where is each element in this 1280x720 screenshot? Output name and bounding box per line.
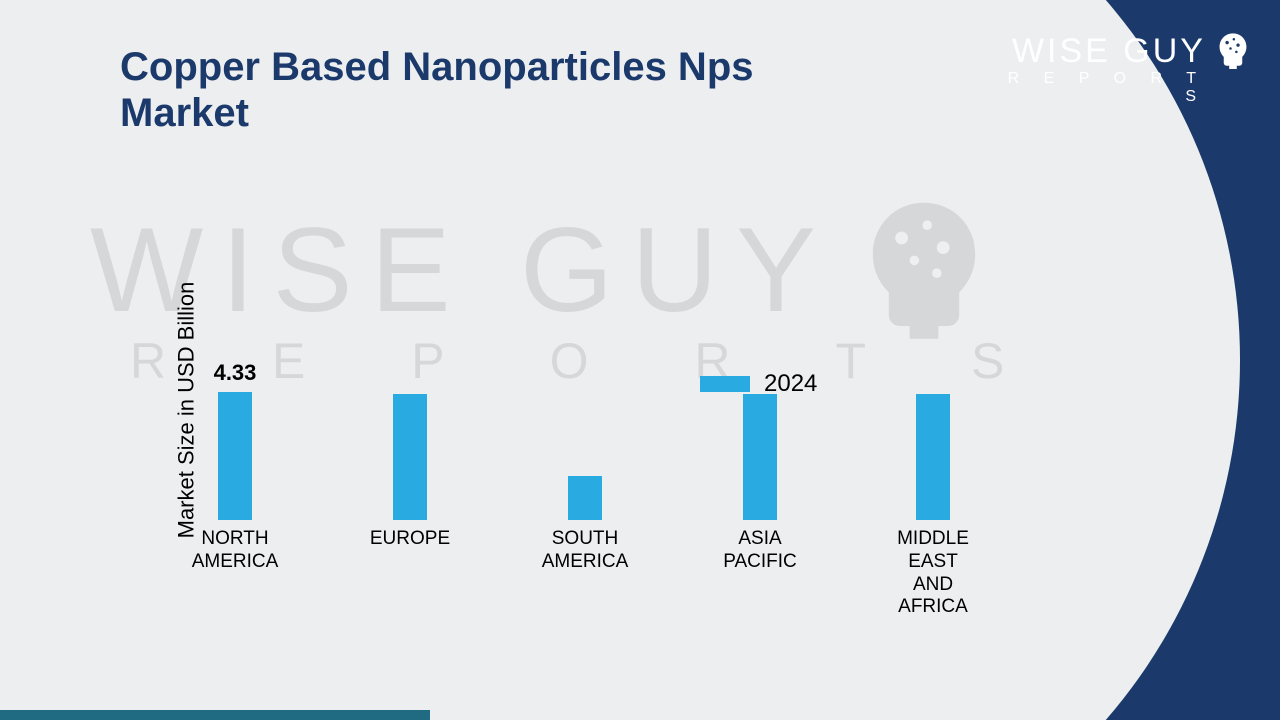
bar-slot: 4.33NORTHAMERICA: [160, 180, 310, 520]
bar-category-label: SOUTHAMERICA: [510, 528, 660, 574]
bar-category-label: MIDDLEEASTANDAFRICA: [858, 528, 1008, 619]
bar-rect: [218, 392, 252, 520]
bar-value-label: 4.33: [214, 360, 257, 386]
bar-rect: [916, 394, 950, 520]
bar-slot: MIDDLEEASTANDAFRICA: [858, 180, 1008, 520]
bar-rect: [743, 394, 777, 520]
bottom-accent-bar: [0, 710, 430, 720]
brand-line1: WISE GUY: [1012, 32, 1206, 71]
brand-logo: WISE GUY R E P O R T S: [974, 30, 1254, 106]
chart-canvas: WISE GUY R E P O R T S WISE GUY R E P O …: [0, 0, 1280, 720]
bar-category-label: NORTHAMERICA: [160, 528, 310, 574]
bar-chart: Market Size in USD Billion 2024 4.33NORT…: [70, 160, 970, 660]
bar-rect: [393, 394, 427, 520]
brand-line2: R E P O R T S: [974, 70, 1254, 106]
bar-slot: ASIAPACIFIC: [685, 180, 835, 520]
bars-container: 4.33NORTHAMERICAEUROPESOUTHAMERICAASIAPA…: [130, 180, 960, 520]
bar-category-label: ASIAPACIFIC: [685, 528, 835, 574]
bar-slot: EUROPE: [335, 180, 485, 520]
bar-category-label: EUROPE: [335, 528, 485, 551]
page-title: Copper Based Nanoparticles Nps Market: [120, 44, 860, 136]
bar-rect: [568, 476, 602, 520]
head-icon: [1212, 30, 1254, 72]
plot-area: 2024 4.33NORTHAMERICAEUROPESOUTHAMERICAA…: [130, 180, 960, 520]
bar-slot: SOUTHAMERICA: [510, 180, 660, 520]
